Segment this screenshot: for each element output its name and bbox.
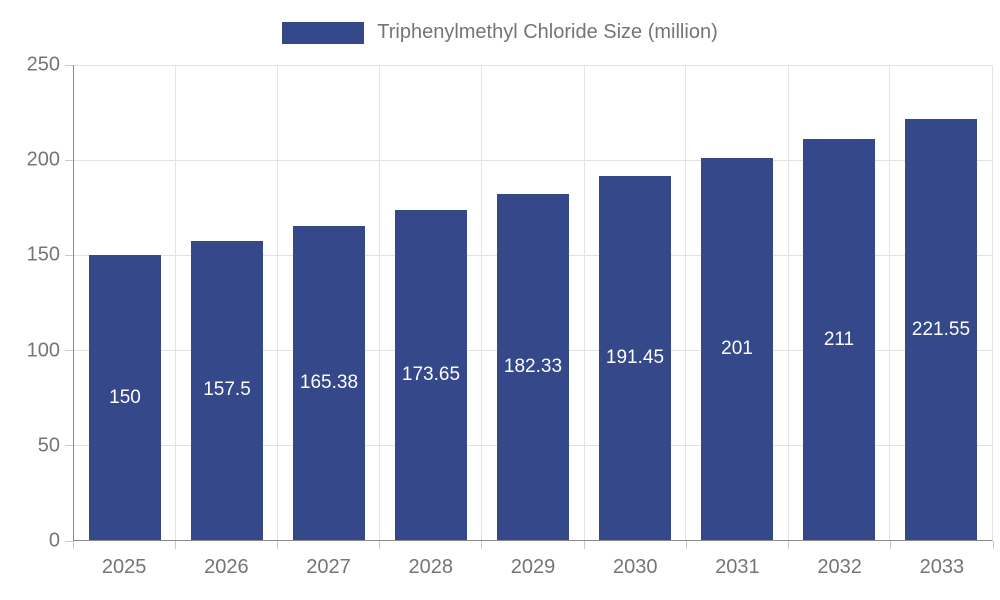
bar-value-label: 173.65 xyxy=(401,364,461,386)
x-tick-label: 2029 xyxy=(510,556,556,578)
y-tick-mark xyxy=(65,64,73,66)
x-tick-mark xyxy=(276,541,278,549)
x-tick-label: 2032 xyxy=(817,556,862,578)
bar-value-label: 191.45 xyxy=(605,347,665,369)
x-tick-mark xyxy=(890,541,892,549)
bar-value-label: 182.33 xyxy=(503,355,563,377)
bar: 221.55 xyxy=(905,119,977,540)
gridline-vertical xyxy=(379,65,381,540)
bar: 191.45 xyxy=(599,176,671,540)
x-tick-mark xyxy=(992,541,994,549)
legend-swatch-icon xyxy=(282,21,365,44)
gridline-vertical xyxy=(787,65,789,540)
x-tick-label: 2033 xyxy=(919,556,965,578)
y-tick-mark xyxy=(65,159,73,161)
y-tick-label: 200 xyxy=(26,148,60,171)
x-tick-label: 2025 xyxy=(101,556,147,578)
y-tick-label: 150 xyxy=(26,243,60,266)
x-tick-label: 2028 xyxy=(408,556,454,578)
gridline-horizontal xyxy=(74,65,992,66)
gridline-vertical xyxy=(583,65,585,540)
bar-value-label: 157.5 xyxy=(203,379,251,401)
y-tick-label: 250 xyxy=(26,53,60,76)
gridline-vertical xyxy=(481,65,483,540)
bar: 211 xyxy=(803,139,875,540)
bar: 173.65 xyxy=(395,210,467,540)
bar: 165.38 xyxy=(293,225,365,540)
x-tick-mark xyxy=(685,541,687,549)
legend: Triphenylmethyl Chloride Size (million) xyxy=(0,21,1000,44)
x-tick-label: 2027 xyxy=(306,556,351,578)
bar-value-label: 221.55 xyxy=(911,318,971,340)
bar-value-label: 150 xyxy=(109,386,141,408)
legend-label: Triphenylmethyl Chloride Size (million) xyxy=(377,21,718,43)
x-tick-mark xyxy=(788,541,790,549)
y-tick-label: 100 xyxy=(26,339,60,362)
x-tick-mark xyxy=(72,541,74,549)
bar-value-label: 165.38 xyxy=(299,371,359,393)
x-tick-label: 2031 xyxy=(715,556,760,578)
y-tick-mark xyxy=(65,540,73,542)
gridline-vertical xyxy=(277,65,279,540)
bar: 182.33 xyxy=(497,193,569,540)
gridline-horizontal xyxy=(74,160,992,161)
bar-value-label: 201 xyxy=(721,338,753,360)
x-tick-mark xyxy=(481,541,483,549)
bar: 150 xyxy=(89,255,161,540)
y-tick-mark xyxy=(65,445,73,447)
bar: 157.5 xyxy=(191,240,263,540)
x-tick-label: 2030 xyxy=(612,556,658,578)
y-tick-mark xyxy=(65,254,73,256)
legend-item[interactable]: Triphenylmethyl Chloride Size (million) xyxy=(282,21,718,44)
x-tick-mark xyxy=(379,541,381,549)
gridline-vertical xyxy=(175,65,177,540)
bar-value-label: 211 xyxy=(823,328,855,350)
x-tick-mark xyxy=(174,541,176,549)
y-tick-mark xyxy=(65,350,73,352)
plot-area: 150 157.5 165.38 173.65 182.33 191.45 201 211 22… xyxy=(73,65,993,541)
x-tick-mark xyxy=(583,541,585,549)
x-tick-label: 2026 xyxy=(204,556,249,578)
y-tick-label: 50 xyxy=(37,434,60,457)
gridline-vertical xyxy=(685,65,687,540)
gridline-vertical xyxy=(889,65,891,540)
bar: 201 xyxy=(701,158,773,540)
y-tick-label: 0 xyxy=(48,529,60,552)
